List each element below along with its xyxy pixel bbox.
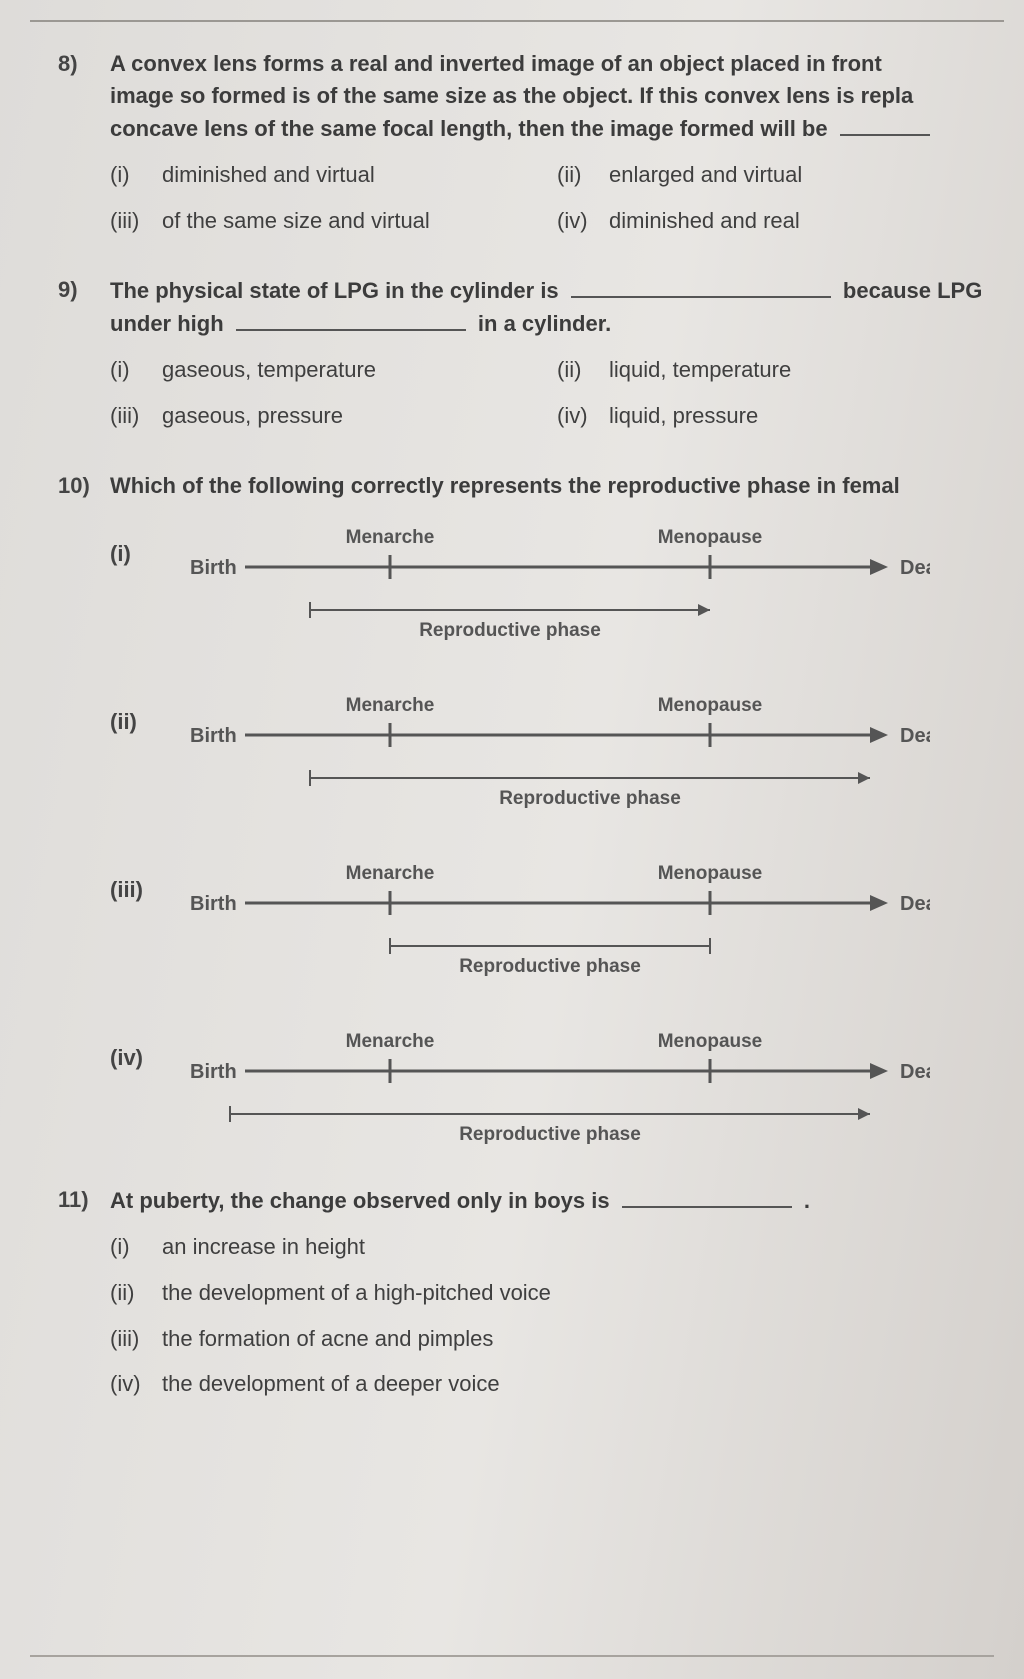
worksheet-page: 8) A convex lens forms a real and invert… bbox=[0, 0, 1024, 1679]
q11-text-a: At puberty, the change observed only in … bbox=[110, 1188, 610, 1213]
svg-text:Reproductive phase: Reproductive phase bbox=[459, 956, 641, 977]
q10-diagram-ii: (ii) Menarche Menopause Birth Death Reproduct… bbox=[110, 680, 984, 810]
q8-stem: A convex lens forms a real and inverted … bbox=[110, 48, 984, 145]
q8-options: (i)diminished and virtual (ii)enlarged a… bbox=[110, 159, 984, 237]
q11-opt-ii: (ii)the development of a high-pitched vo… bbox=[110, 1277, 984, 1309]
q8-opt-ii: (ii)enlarged and virtual bbox=[557, 159, 984, 191]
q9-text-c: under high bbox=[110, 311, 224, 336]
svg-text:Menopause: Menopause bbox=[658, 863, 763, 884]
q11-opt-iii: (iii)the formation of acne and pimples bbox=[110, 1323, 984, 1355]
svg-text:Death: Death bbox=[900, 725, 930, 747]
q8-number: 8) bbox=[58, 48, 110, 80]
svg-text:Menarche: Menarche bbox=[346, 1031, 435, 1052]
q9-blank-2 bbox=[236, 307, 466, 331]
svg-text:Death: Death bbox=[900, 557, 930, 579]
svg-text:Menopause: Menopause bbox=[658, 695, 763, 716]
q11-opt-iv: (iv)the development of a deeper voice bbox=[110, 1368, 984, 1400]
q10-diagrams: (i) Menarche Menopause Birth Death Reproducti… bbox=[110, 512, 984, 1146]
q9-blank-1 bbox=[571, 274, 831, 298]
q10-diagram-iii: (iii) Menarche Menopause Birth Death Reproduc… bbox=[110, 848, 984, 978]
timeline-diagram: Menarche Menopause Birth Death Reproductive … bbox=[170, 512, 930, 642]
question-11: 11) At puberty, the change observed only… bbox=[58, 1184, 984, 1400]
svg-text:Menopause: Menopause bbox=[658, 527, 763, 548]
q10-svg-holder-ii: Menarche Menopause Birth Death Reproductive … bbox=[170, 680, 984, 810]
q9-number: 9) bbox=[58, 274, 110, 306]
q9-text-b: because LPG bbox=[843, 278, 982, 303]
question-8: 8) A convex lens forms a real and invert… bbox=[58, 48, 984, 236]
q11-stem: At puberty, the change observed only in … bbox=[110, 1184, 984, 1217]
q11-blank bbox=[622, 1184, 792, 1208]
svg-text:Birth: Birth bbox=[190, 1061, 237, 1083]
q11-opt-i: (i)an increase in height bbox=[110, 1231, 984, 1263]
svg-text:Menarche: Menarche bbox=[346, 527, 435, 548]
q10-svg-holder-iv: Menarche Menopause Birth Death Reproductive … bbox=[170, 1016, 984, 1146]
q10-diagram-iv: (iv) Menarche Menopause Birth Death Reproduct… bbox=[110, 1016, 984, 1146]
q8-line1: A convex lens forms a real and inverted … bbox=[110, 51, 882, 76]
q8-opt-i: (i)diminished and virtual bbox=[110, 159, 537, 191]
question-9: 9) The physical state of LPG in the cyli… bbox=[58, 274, 984, 432]
svg-text:Death: Death bbox=[900, 893, 930, 915]
svg-text:Reproductive phase: Reproductive phase bbox=[459, 1124, 641, 1145]
svg-text:Menarche: Menarche bbox=[346, 695, 435, 716]
q10-svg-holder-iii: Menarche Menopause Birth Death Reproductive … bbox=[170, 848, 984, 978]
q9-opt-iii: (iii)gaseous, pressure bbox=[110, 400, 537, 432]
q10-option-marker-iv: (iv) bbox=[110, 1016, 170, 1074]
q9-options: (i)gaseous, temperature (ii)liquid, temp… bbox=[110, 354, 984, 432]
svg-text:Menopause: Menopause bbox=[658, 1031, 763, 1052]
q8-line2: image so formed is of the same size as t… bbox=[110, 83, 913, 108]
q11-number: 11) bbox=[58, 1184, 110, 1216]
page-bottom-border bbox=[30, 1655, 994, 1657]
q9-opt-iv: (iv)liquid, pressure bbox=[557, 400, 984, 432]
page-top-border bbox=[30, 20, 1004, 22]
timeline-diagram: Menarche Menopause Birth Death Reproductive … bbox=[170, 1016, 930, 1146]
q10-stem: Which of the following correctly represe… bbox=[110, 470, 984, 502]
q10-diagram-i: (i) Menarche Menopause Birth Death Reproducti… bbox=[110, 512, 984, 642]
svg-text:Birth: Birth bbox=[190, 893, 237, 915]
svg-text:Birth: Birth bbox=[190, 557, 237, 579]
q10-option-marker-i: (i) bbox=[110, 512, 170, 570]
q8-opt-iv: (iv)diminished and real bbox=[557, 205, 984, 237]
q9-stem: The physical state of LPG in the cylinde… bbox=[110, 274, 984, 340]
q8-line3: concave lens of the same focal length, t… bbox=[110, 116, 828, 141]
q8-blank bbox=[840, 112, 930, 136]
timeline-diagram: Menarche Menopause Birth Death Reproductive … bbox=[170, 848, 930, 978]
q9-opt-ii: (ii)liquid, temperature bbox=[557, 354, 984, 386]
q11-text-b: . bbox=[804, 1188, 810, 1213]
svg-text:Reproductive phase: Reproductive phase bbox=[419, 620, 601, 641]
q11-options: (i)an increase in height (ii)the develop… bbox=[110, 1231, 984, 1401]
q9-text-d: in a cylinder. bbox=[478, 311, 611, 336]
q9-opt-i: (i)gaseous, temperature bbox=[110, 354, 537, 386]
svg-text:Menarche: Menarche bbox=[346, 863, 435, 884]
q10-svg-holder-i: Menarche Menopause Birth Death Reproductive … bbox=[170, 512, 984, 642]
q10-option-marker-ii: (ii) bbox=[110, 680, 170, 738]
q10-option-marker-iii: (iii) bbox=[110, 848, 170, 906]
question-10: 10) Which of the following correctly rep… bbox=[58, 470, 984, 1146]
timeline-diagram: Menarche Menopause Birth Death Reproductive … bbox=[170, 680, 930, 810]
svg-text:Birth: Birth bbox=[190, 725, 237, 747]
q9-text-a: The physical state of LPG in the cylinde… bbox=[110, 278, 559, 303]
svg-text:Reproductive phase: Reproductive phase bbox=[499, 788, 681, 809]
q8-opt-iii: (iii)of the same size and virtual bbox=[110, 205, 537, 237]
q10-number: 10) bbox=[58, 470, 110, 502]
svg-text:Death: Death bbox=[900, 1061, 930, 1083]
